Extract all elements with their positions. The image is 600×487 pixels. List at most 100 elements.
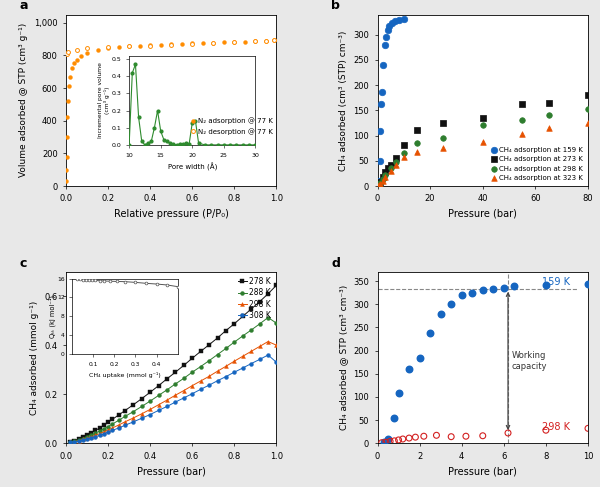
308 K — [83, 436, 91, 442]
CH₄ adsorption at 273 K — [380, 168, 390, 176]
CH₄ adsorption at 298 K — [544, 112, 553, 119]
N₂ desorption @ 77 K — [104, 44, 112, 50]
Point — [583, 425, 593, 432]
N₂ adsorption @ 77 K — [115, 44, 122, 50]
Point — [398, 435, 407, 443]
N₂ adsorption @ 77 K — [83, 50, 91, 56]
Point — [404, 434, 414, 442]
N₂ adsorption @ 77 K — [146, 42, 154, 48]
Point — [461, 432, 471, 440]
Point — [383, 434, 393, 442]
298 K — [83, 435, 91, 441]
N₂ desorption @ 77 K — [64, 51, 71, 56]
Point — [499, 284, 509, 292]
278 K — [214, 335, 221, 341]
288 K — [197, 364, 205, 370]
308 K — [71, 439, 78, 445]
298 K — [138, 411, 145, 417]
N₂ adsorption @ 77 K — [64, 134, 71, 140]
288 K — [206, 358, 213, 364]
278 K — [67, 439, 74, 445]
CH₄ adsorption at 323 K — [583, 119, 593, 127]
298 K — [155, 402, 162, 408]
308 K — [146, 412, 154, 417]
CH₄ adsorption at 159 K — [385, 22, 394, 30]
X-axis label: Pressure (bar): Pressure (bar) — [448, 209, 517, 219]
Line: 298 K: 298 K — [68, 339, 278, 444]
278 K — [146, 389, 154, 395]
288 K — [163, 387, 170, 393]
Point — [457, 291, 467, 299]
278 K — [188, 356, 196, 361]
Line: 308 K: 308 K — [68, 353, 278, 444]
288 K — [172, 381, 179, 387]
298 K — [67, 439, 74, 445]
288 K — [214, 352, 221, 357]
Legend: 278 K, 288 K, 298 K, 308 K: 278 K, 288 K, 298 K, 308 K — [236, 276, 272, 321]
Text: 298 K: 298 K — [542, 422, 569, 432]
CH₄ adsorption at 323 K — [386, 167, 395, 175]
N₂ adsorption @ 77 K — [188, 40, 196, 46]
308 K — [92, 433, 99, 439]
CH₄ adsorption at 159 K — [394, 16, 403, 23]
308 K — [214, 378, 221, 384]
N₂ adsorption @ 77 K — [65, 98, 72, 104]
CH₄ adsorption at 298 K — [399, 150, 409, 157]
N₂ desorption @ 77 K — [188, 41, 196, 47]
CH₄ adsorption at 273 K — [374, 181, 383, 189]
CH₄ adsorption at 323 K — [412, 148, 422, 156]
288 K — [130, 409, 137, 414]
CH₄ adsorption at 273 K — [391, 154, 401, 162]
Line: N₂ adsorption @ 77 K: N₂ adsorption @ 77 K — [64, 38, 277, 183]
N₂ desorption @ 77 K — [167, 42, 175, 48]
278 K — [239, 314, 247, 319]
298 K — [130, 415, 137, 421]
288 K — [138, 404, 145, 410]
298 K — [163, 397, 170, 403]
CH₄ adsorption at 323 K — [376, 180, 385, 188]
Point — [509, 282, 519, 290]
Text: 159 K: 159 K — [542, 278, 569, 287]
Point — [381, 438, 391, 446]
Point — [389, 437, 399, 445]
Point — [389, 414, 399, 422]
CH₄ adsorption at 298 K — [391, 158, 401, 166]
Point — [436, 311, 445, 318]
N₂ adsorption @ 77 K — [94, 47, 101, 53]
278 K — [138, 395, 145, 401]
308 K — [206, 382, 213, 388]
288 K — [88, 432, 95, 438]
308 K — [155, 408, 162, 413]
CH₄ adsorption at 298 K — [517, 116, 527, 124]
Point — [404, 365, 414, 373]
288 K — [75, 437, 82, 443]
278 K — [223, 328, 230, 334]
N₂ adsorption @ 77 K — [241, 39, 248, 45]
288 K — [239, 333, 247, 339]
CH₄ adsorption at 159 K — [377, 88, 387, 96]
Point — [431, 431, 441, 439]
CH₄ adsorption at 159 K — [387, 19, 397, 27]
298 K — [75, 438, 82, 444]
278 K — [92, 428, 99, 433]
308 K — [248, 361, 255, 367]
298 K — [109, 425, 116, 431]
Point — [478, 432, 488, 440]
N₂ desorption @ 77 K — [83, 45, 91, 51]
278 K — [231, 321, 238, 327]
288 K — [121, 413, 128, 419]
N₂ adsorption @ 77 K — [262, 38, 269, 44]
298 K — [248, 348, 255, 354]
278 K — [180, 362, 187, 368]
N₂ adsorption @ 77 K — [64, 114, 71, 120]
288 K — [248, 327, 255, 333]
N₂ desorption @ 77 K — [231, 39, 238, 45]
298 K — [239, 353, 247, 359]
CH₄ adsorption at 273 K — [544, 99, 553, 107]
308 K — [231, 369, 238, 375]
308 K — [239, 365, 247, 371]
298 K — [256, 343, 263, 349]
N₂ adsorption @ 77 K — [71, 60, 78, 66]
CH₄ adsorption at 273 K — [399, 141, 409, 149]
CH₄ adsorption at 323 K — [439, 144, 448, 152]
